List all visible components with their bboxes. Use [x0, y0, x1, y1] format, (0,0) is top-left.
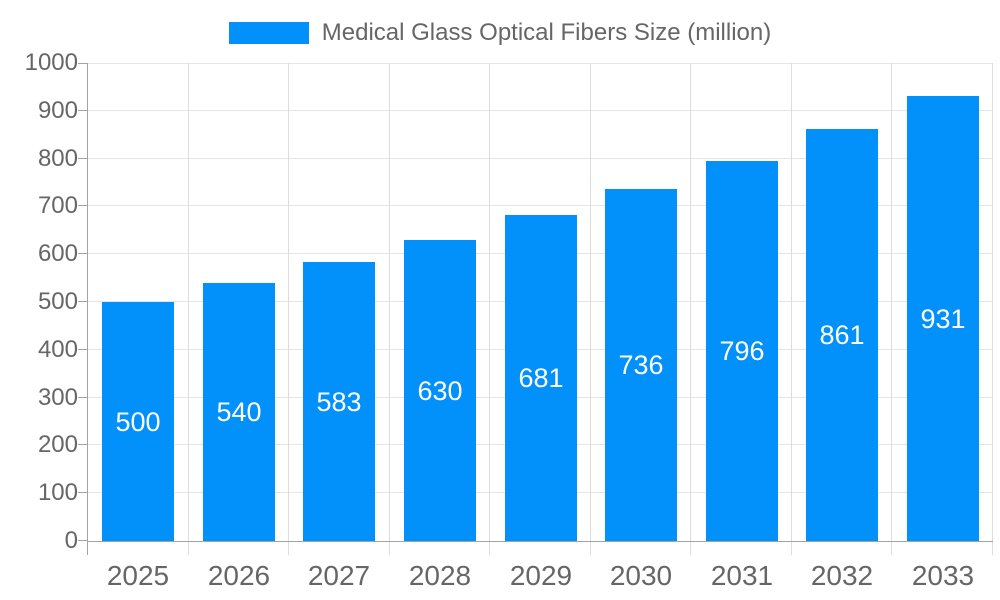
y-axis-tick-label: 1000 [24, 49, 78, 76]
bar[interactable] [806, 129, 878, 541]
bar-value-label: 583 [316, 387, 362, 417]
bar-value-label: 500 [115, 407, 161, 437]
y-axis-tick [78, 157, 87, 159]
bar-value-label: 681 [518, 363, 564, 393]
gridline-horizontal [88, 63, 993, 64]
y-axis-tick-label: 500 [37, 288, 78, 315]
gridline-vertical [288, 63, 289, 555]
gridline-horizontal [88, 109, 993, 111]
gridline-horizontal [88, 205, 993, 207]
gridline-vertical [791, 63, 792, 555]
bar[interactable] [203, 283, 275, 541]
bar[interactable] [404, 240, 476, 541]
y-axis-tick [78, 540, 87, 541]
bar[interactable] [102, 302, 174, 541]
x-axis-tick-label: 2032 [810, 560, 874, 591]
bar-value-label: 931 [920, 304, 966, 334]
gridline-vertical [188, 63, 189, 555]
y-axis-tick-label: 900 [37, 96, 78, 124]
gridline-vertical [590, 63, 591, 555]
y-axis-tick-label: 800 [37, 144, 78, 172]
y-axis-line [87, 63, 88, 555]
legend-swatch [228, 22, 309, 44]
bar-value-label: 736 [618, 350, 664, 380]
legend[interactable]: Medical Glass Optical Fibers Size (milli… [0, 17, 1000, 49]
x-axis-tick-label: 2029 [509, 560, 573, 591]
bar-value-label: 630 [417, 376, 463, 406]
y-axis-tick-label: 600 [37, 240, 78, 268]
bar-value-label: 540 [216, 397, 262, 427]
x-axis-tick-label: 2030 [609, 560, 673, 591]
gridline-vertical [992, 63, 993, 555]
bar[interactable] [605, 189, 677, 541]
y-axis-tick [78, 348, 87, 350]
y-axis-tick-label: 300 [37, 383, 78, 411]
y-axis-tick [78, 301, 87, 302]
gridline-vertical [891, 63, 892, 555]
y-axis-tick [78, 444, 87, 446]
legend-label: Medical Glass Optical Fibers Size (milli… [321, 19, 772, 46]
plot-area: 0 100 200 300 400 500 600 700 800 900 1000 500 2025 5… [25, 49, 993, 591]
gridline-vertical [489, 63, 490, 555]
x-axis-tick-label: 2026 [207, 560, 271, 591]
y-axis-tick-label: 0 [64, 527, 78, 554]
y-axis-tick [78, 253, 87, 255]
y-axis-tick [78, 109, 87, 111]
x-axis-tick-label: 2028 [408, 560, 472, 591]
x-axis-tick-label: 2031 [710, 560, 774, 591]
bar-value-label: 861 [819, 320, 865, 350]
bar[interactable] [505, 215, 577, 541]
bar-value-label: 796 [719, 336, 765, 366]
y-axis-tick-label: 200 [37, 431, 78, 459]
gridline-vertical [690, 63, 691, 555]
y-axis-tick [78, 396, 87, 398]
gridline-horizontal [88, 157, 993, 159]
x-axis-line [88, 541, 993, 542]
x-axis-tick-label: 2033 [911, 560, 975, 591]
y-axis-tick [78, 205, 87, 207]
bar[interactable] [907, 96, 979, 541]
bar[interactable] [303, 262, 375, 541]
x-axis-tick-label: 2027 [307, 560, 371, 591]
y-axis-tick-label: 400 [37, 335, 78, 363]
gridline-vertical [389, 63, 390, 555]
y-axis-tick-label: 100 [37, 479, 78, 507]
y-axis-tick-label: 700 [37, 192, 78, 220]
bar[interactable] [706, 161, 778, 541]
y-axis-tick [78, 492, 87, 494]
x-axis-tick-label: 2025 [106, 560, 170, 591]
y-axis-tick [78, 63, 87, 64]
